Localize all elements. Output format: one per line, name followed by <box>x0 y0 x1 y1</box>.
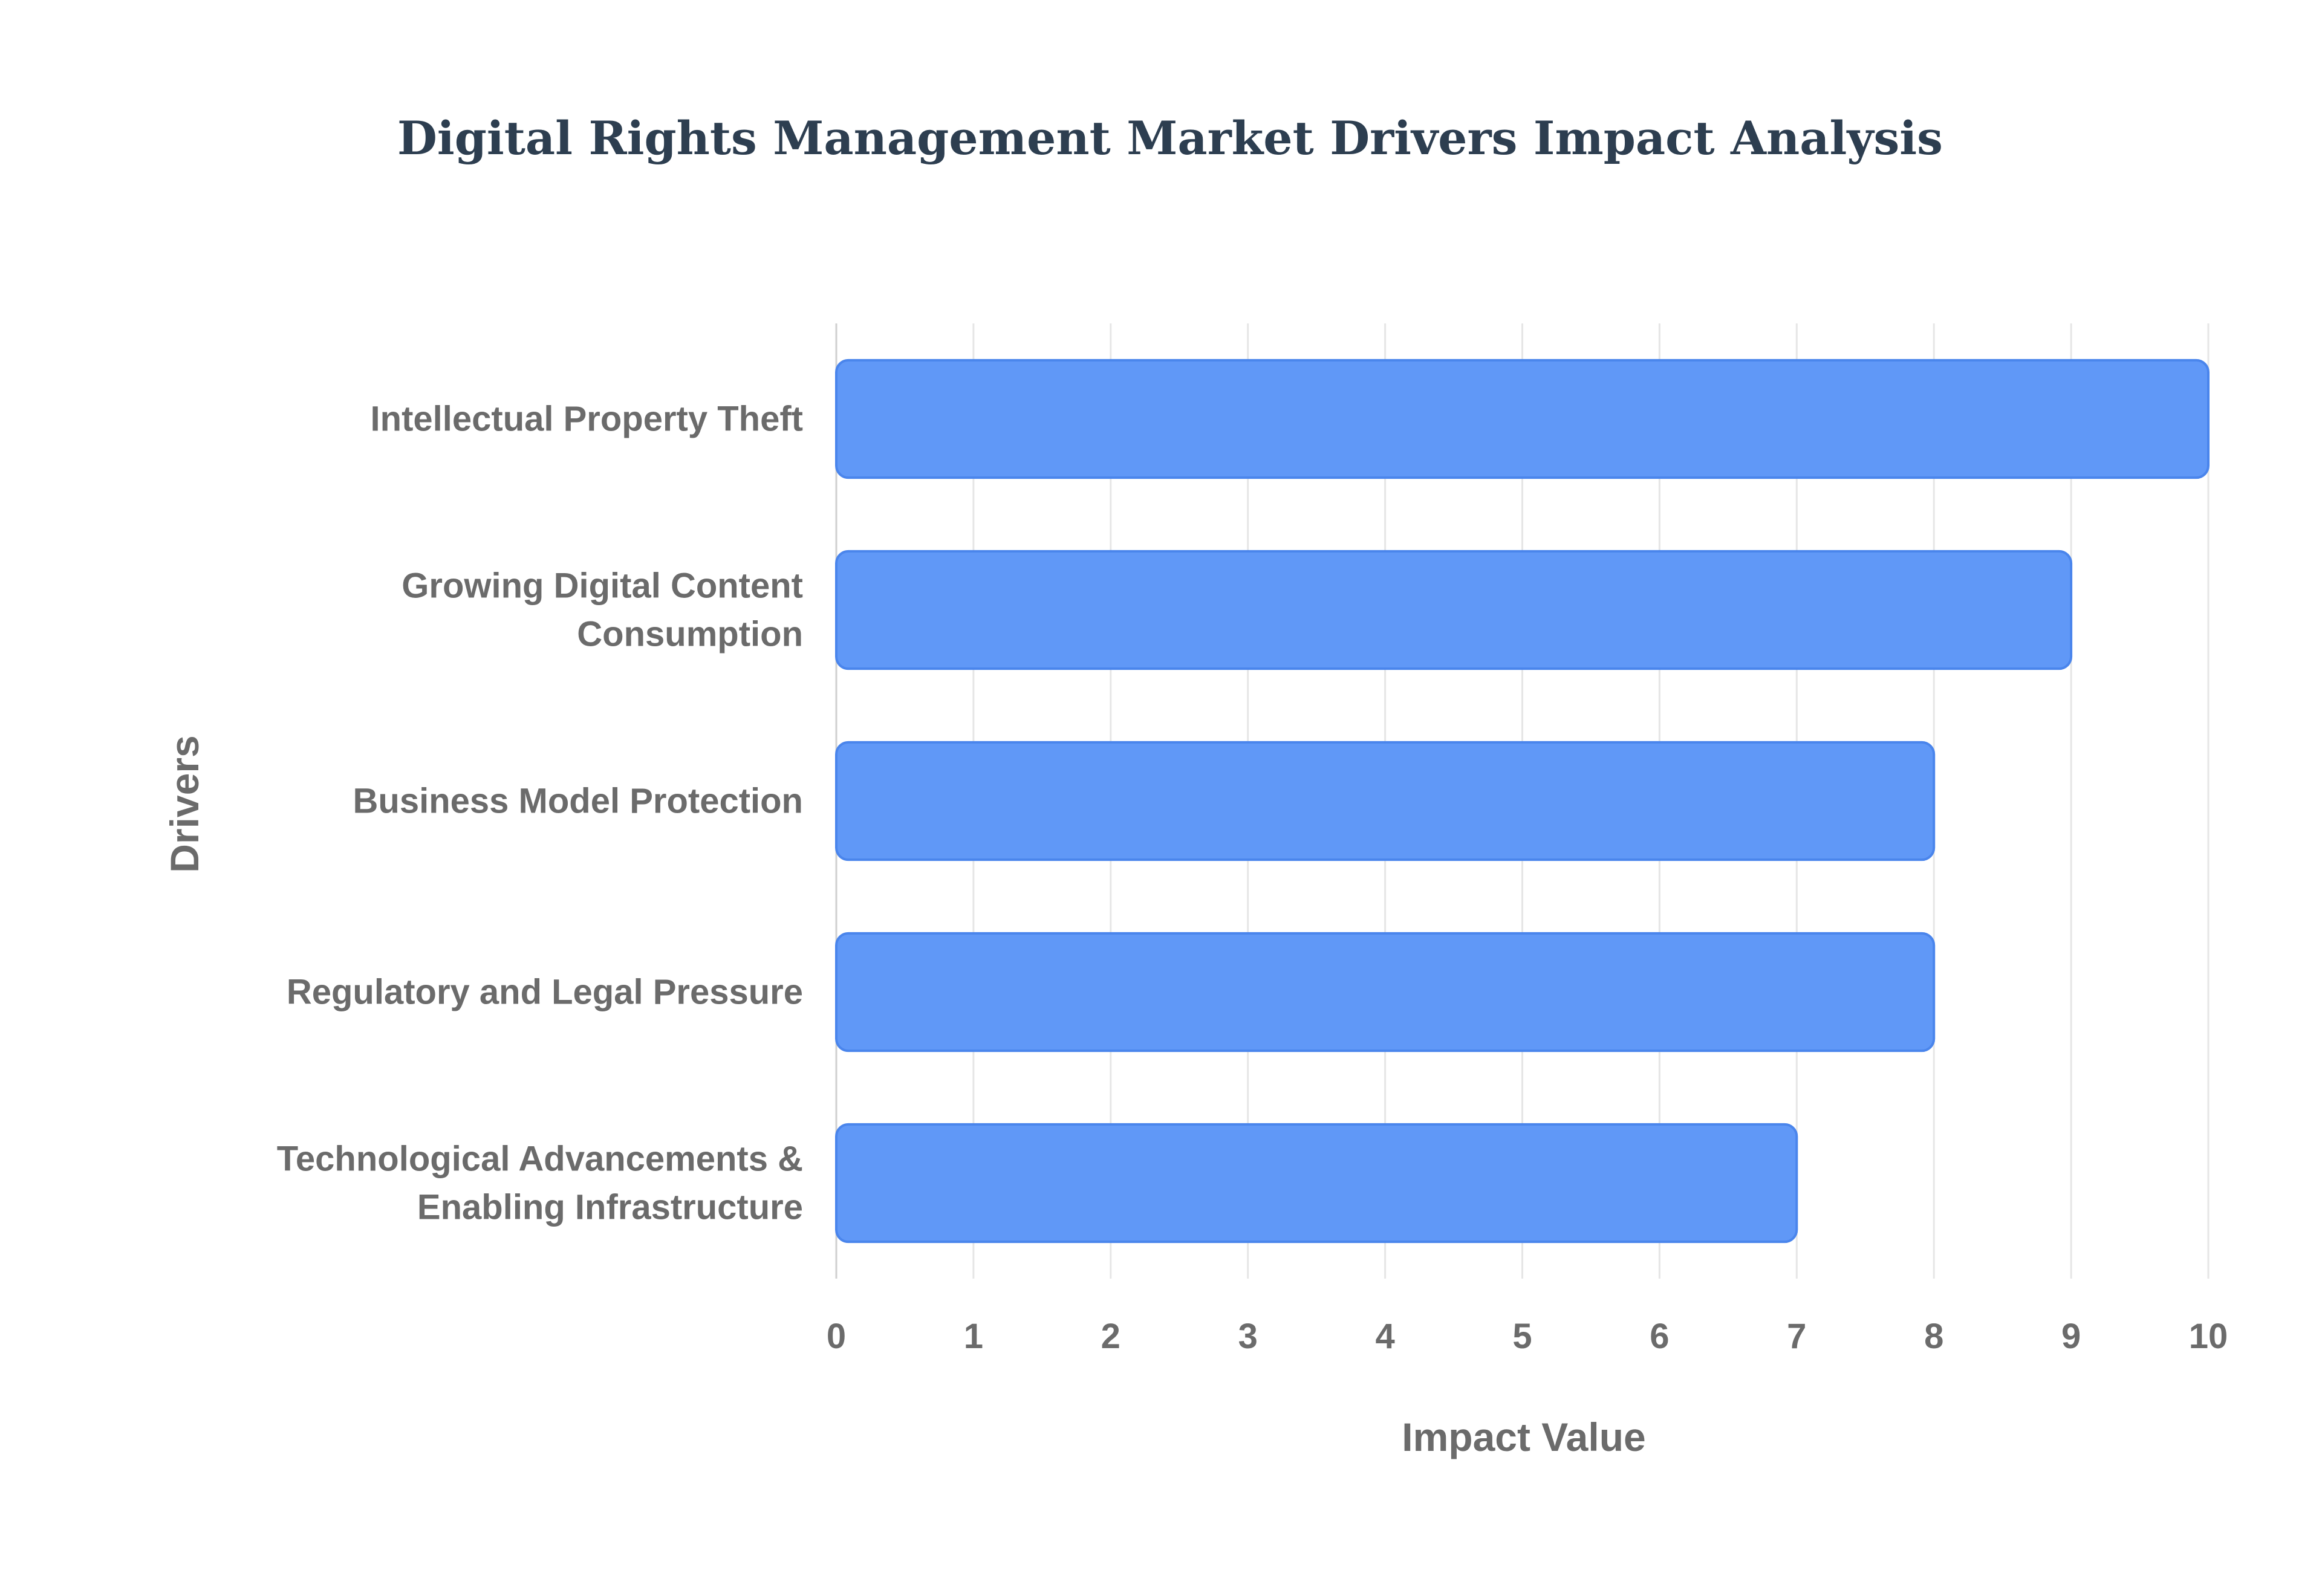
category-label: Regulatory and Legal Pressure <box>287 973 803 1012</box>
y-axis-title: Drivers <box>162 735 207 873</box>
x-tick-label: 8 <box>1924 1317 1943 1356</box>
bar <box>835 550 2073 670</box>
x-tick-label: 4 <box>1375 1317 1394 1356</box>
category-label: Business Model Protection <box>353 782 803 821</box>
category-label: Consumption <box>577 615 803 654</box>
x-tick-label: 1 <box>964 1317 983 1356</box>
x-tick-label: 7 <box>1787 1317 1806 1356</box>
category-label: Enabling Infrastructure <box>417 1188 803 1227</box>
x-tick-label: 3 <box>1238 1317 1258 1356</box>
x-tick-label: 6 <box>1650 1317 1669 1356</box>
bar <box>835 358 2210 479</box>
x-axis-title: Impact Value <box>1402 1415 1646 1459</box>
x-tick-label: 9 <box>2061 1317 2081 1356</box>
category-label: Technological Advancements & <box>277 1140 803 1179</box>
x-tick-label: 5 <box>1512 1317 1532 1356</box>
chart-title: Digital Rights Management Market Drivers… <box>397 111 1943 165</box>
x-tick-labels: 0 1 2 3 4 5 6 7 8 9 10 <box>827 1317 2228 1356</box>
category-label: Growing Digital Content <box>402 566 803 606</box>
bar <box>835 932 1936 1053</box>
bar <box>835 741 1936 861</box>
bar <box>835 1123 1798 1244</box>
x-tick-label: 0 <box>827 1317 846 1356</box>
bars <box>835 358 2210 1244</box>
category-label: Intellectual Property Theft <box>371 400 803 439</box>
x-tick-label: 2 <box>1101 1317 1120 1356</box>
category-labels: Intellectual Property Theft Growing Digit… <box>277 400 803 1227</box>
x-tick-label: 10 <box>2189 1317 2228 1356</box>
